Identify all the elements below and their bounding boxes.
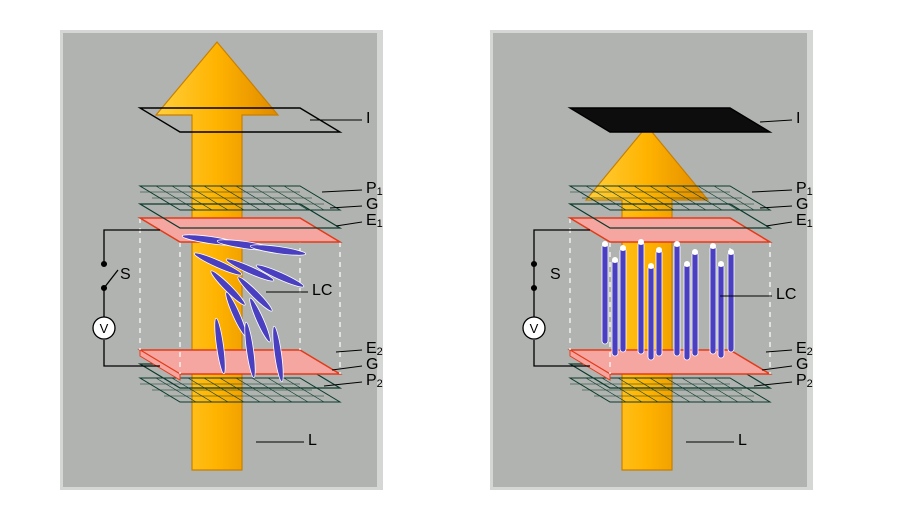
label-LC: LC xyxy=(776,286,796,304)
label-S: S xyxy=(120,266,131,284)
svg-text:V: V xyxy=(530,321,539,336)
svg-text:V: V xyxy=(100,321,109,336)
lcd-diagram: V I P1 G E1 LC xyxy=(0,0,914,515)
label-E1: E1 xyxy=(366,212,383,230)
label-P2: P2 xyxy=(796,372,813,390)
label-L: L xyxy=(738,432,747,450)
panel-off: V I P1 G E1 LC xyxy=(60,30,440,490)
label-S: S xyxy=(550,266,561,284)
label-I: I xyxy=(366,110,370,128)
label-I: I xyxy=(796,110,800,128)
label-E1: E1 xyxy=(796,212,813,230)
label-L: L xyxy=(308,432,317,450)
label-LC: LC xyxy=(312,282,332,300)
panel-on: V I P1 G E1 LC E2 xyxy=(490,30,870,490)
label-P2: P2 xyxy=(366,372,383,390)
